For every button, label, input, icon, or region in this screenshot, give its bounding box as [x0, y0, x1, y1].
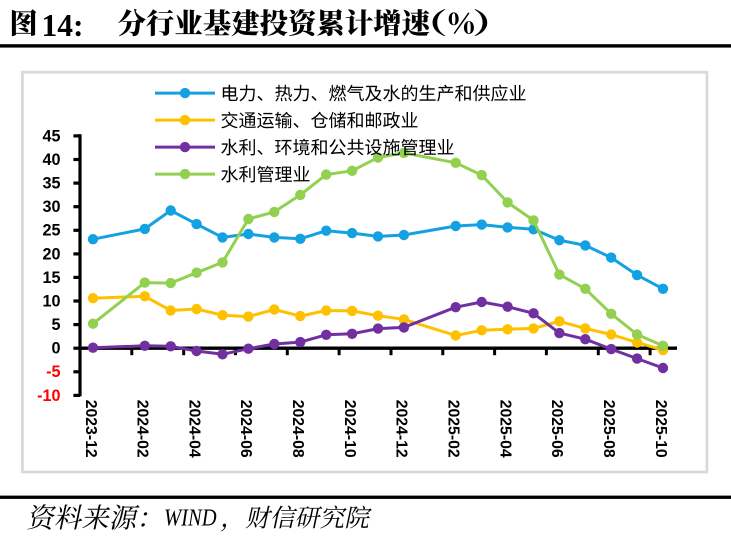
svg-text:2024-12: 2024-12 — [393, 400, 410, 458]
svg-text:2024-10: 2024-10 — [341, 400, 358, 458]
svg-text:2025-10: 2025-10 — [652, 400, 669, 458]
svg-text:2025-08: 2025-08 — [600, 400, 617, 458]
svg-text:35: 35 — [42, 175, 60, 193]
svg-text:0: 0 — [51, 340, 60, 358]
svg-text:45: 45 — [42, 127, 60, 145]
svg-text:2025-02: 2025-02 — [445, 400, 462, 458]
svg-text:2025-04: 2025-04 — [496, 400, 513, 458]
svg-text:40: 40 — [42, 151, 60, 169]
svg-text:2024-06: 2024-06 — [237, 400, 254, 458]
svg-text:WIND: WIND — [164, 504, 217, 531]
svg-text:25: 25 — [42, 222, 60, 240]
svg-text:20: 20 — [42, 245, 60, 263]
svg-text:30: 30 — [42, 198, 60, 216]
svg-text:5: 5 — [51, 316, 60, 334]
svg-text:-10: -10 — [37, 387, 60, 405]
svg-text:2025-06: 2025-06 — [548, 400, 565, 458]
svg-text:-5: -5 — [46, 363, 60, 381]
svg-text:2023-12: 2023-12 — [82, 400, 99, 458]
svg-text:14:: 14: — [42, 8, 84, 43]
svg-text:10: 10 — [42, 292, 60, 310]
svg-text:2024-04: 2024-04 — [185, 400, 202, 458]
svg-text:2024-02: 2024-02 — [134, 400, 151, 458]
svg-text:2024-08: 2024-08 — [289, 400, 306, 458]
svg-text:15: 15 — [42, 269, 60, 287]
